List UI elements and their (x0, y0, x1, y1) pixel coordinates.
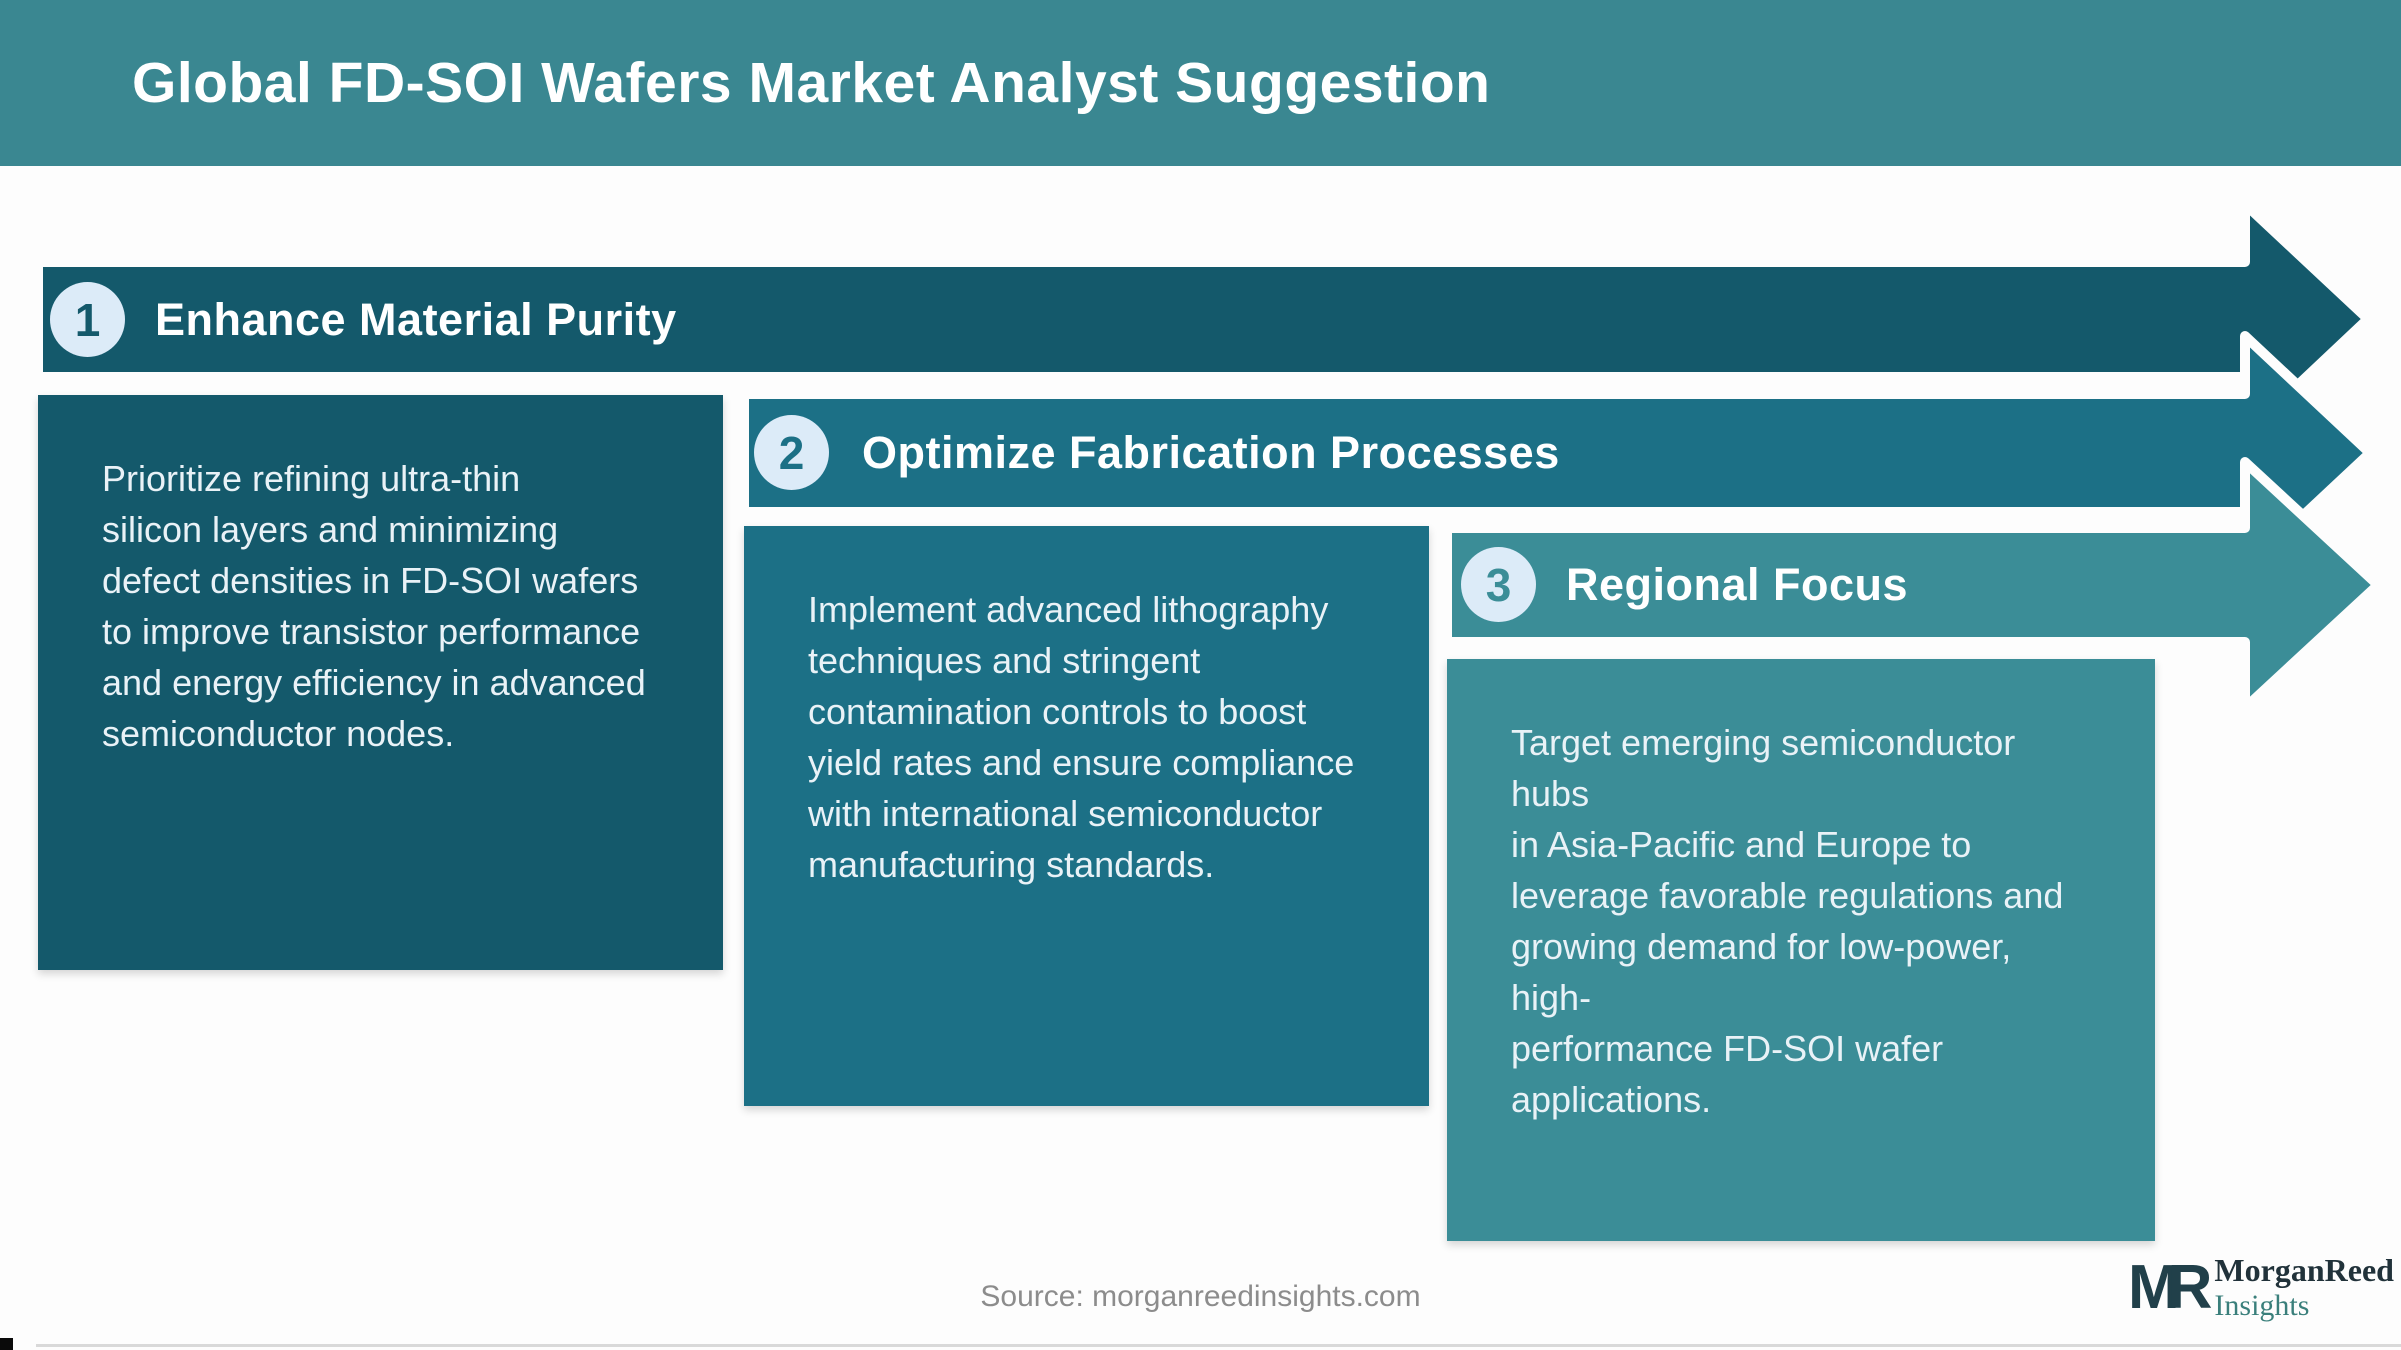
step-3-number-badge: 3 (1461, 547, 1536, 622)
step-2-number-badge: 2 (754, 415, 829, 490)
step-3-title-text: Regional Focus (1566, 559, 1909, 610)
step-2-title: Optimize Fabrication Processes (862, 394, 1560, 512)
step-1-description-box: Prioritize refining ultra-thin silicon l… (38, 395, 723, 970)
step-3-title: Regional Focus (1566, 528, 1908, 642)
logo-tagline: Insights (2214, 1288, 2310, 1322)
step-2-description: Implement advanced lithography technique… (808, 589, 1355, 885)
arrow-shape-step-2 (739, 331, 2375, 575)
morganreed-logo: MR MorganReed Insights (2128, 1252, 2394, 1322)
step-2-number: 2 (778, 426, 805, 479)
step-2-description-box: Implement advanced lithography technique… (744, 526, 1429, 1106)
page-title: Global FD-SOI Wafers Market Analyst Sugg… (132, 51, 1491, 115)
header-band: Global FD-SOI Wafers Market Analyst Sugg… (0, 0, 2401, 166)
step-1-number: 1 (74, 293, 101, 346)
step-2-title-text: Optimize Fabrication Processes (862, 427, 1560, 478)
logo-name: MorganReed (2214, 1252, 2394, 1288)
step-1-description: Prioritize refining ultra-thin silicon l… (102, 458, 646, 754)
step-1-number-badge: 1 (50, 282, 125, 357)
arrow-shape-step-1 (33, 199, 2373, 440)
step-1-title-text: Enhance Material Purity (155, 293, 677, 345)
logo-wordmark: MorganReed Insights (2214, 1252, 2394, 1322)
morganreed-monogram-icon: MR (2128, 1252, 2212, 1322)
bottom-hairline (36, 1344, 2401, 1347)
bottom-left-notch (0, 1338, 13, 1350)
source-attribution: Source: morganreedinsights.com (980, 1280, 1421, 1313)
step-3-description: Target emerging semiconductor hubs in As… (1511, 722, 2064, 1120)
arrow-shape-step-3 (1442, 457, 2383, 713)
step-3-number: 3 (1485, 558, 1512, 611)
step-3-description-box: Target emerging semiconductor hubs in As… (1447, 659, 2155, 1241)
step-1-title: Enhance Material Purity (155, 262, 677, 377)
